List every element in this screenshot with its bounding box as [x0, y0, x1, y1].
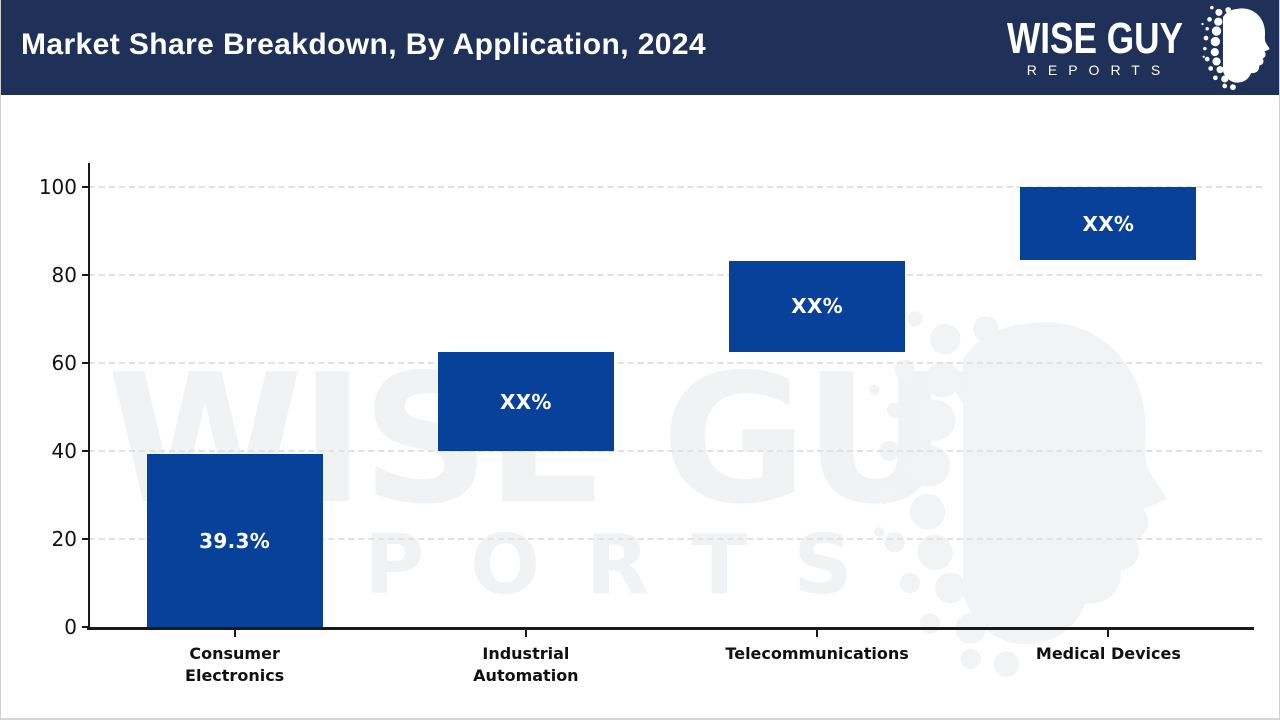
gridline-40	[89, 450, 1262, 452]
gridline-100	[89, 186, 1262, 188]
category-label-0: Consumer Electronics	[185, 644, 285, 685]
x-axis-line	[87, 627, 1254, 630]
xtick-mark-2	[816, 630, 819, 637]
chart-area: WISE GUY REPORTS 0 20 40 60 80 100 39.3% Consum…	[1, 95, 1279, 718]
page-title: Market Share Breakdown, By Application, …	[21, 27, 707, 61]
ytick-mark-100	[82, 186, 89, 188]
ytick-label-40: 40	[51, 439, 77, 463]
xtick-mark-3	[1107, 630, 1110, 637]
gridline-60	[89, 362, 1262, 364]
xtick-mark-1	[524, 630, 527, 637]
header-bar: Market Share Breakdown, By Application, …	[1, 0, 1279, 95]
gridline-80	[89, 274, 1262, 276]
category-label-3: Medical Devices	[1035, 644, 1181, 663]
bar-value-label: XX%	[791, 294, 844, 319]
bar-industrial-automation: XX%	[437, 352, 614, 451]
watermark-head-icon	[869, 311, 1167, 677]
ytick-mark-20	[82, 538, 89, 540]
bar-value-label: XX%	[1082, 211, 1135, 236]
bar-telecommunications: XX%	[729, 260, 906, 352]
bar-consumer-electronics: 39.3%	[146, 454, 323, 627]
ytick-label-0: 0	[64, 615, 77, 639]
bar-value-label: XX%	[499, 389, 552, 414]
bar-value-label: 39.3%	[199, 528, 271, 553]
wiseguy-logo: WISE GUY REPORTS	[985, 0, 1279, 95]
gridline-20	[89, 538, 1262, 540]
xtick-mark-0	[233, 630, 236, 637]
bar-medical-devices: XX%	[1020, 187, 1197, 261]
ytick-label-20: 20	[51, 527, 77, 551]
category-label-2: Telecommunications	[725, 644, 909, 663]
logo-wordmark: WISE GUY	[1006, 14, 1183, 63]
wiseguy-head-icon	[1201, 5, 1270, 90]
y-axis-line	[88, 163, 90, 630]
logo-subtext: REPORTS	[1026, 62, 1172, 78]
wiseguy-logo-text: WISE GUY REPORTS	[985, 14, 1205, 79]
ytick-mark-0	[82, 626, 89, 628]
ytick-label-60: 60	[51, 351, 77, 375]
ytick-label-100: 100	[38, 175, 77, 199]
ytick-label-80: 80	[51, 263, 77, 287]
ytick-mark-40	[82, 450, 89, 452]
ytick-mark-80	[82, 274, 89, 276]
category-label-1: Industrial Automation	[473, 644, 579, 685]
ytick-mark-60	[82, 362, 89, 364]
